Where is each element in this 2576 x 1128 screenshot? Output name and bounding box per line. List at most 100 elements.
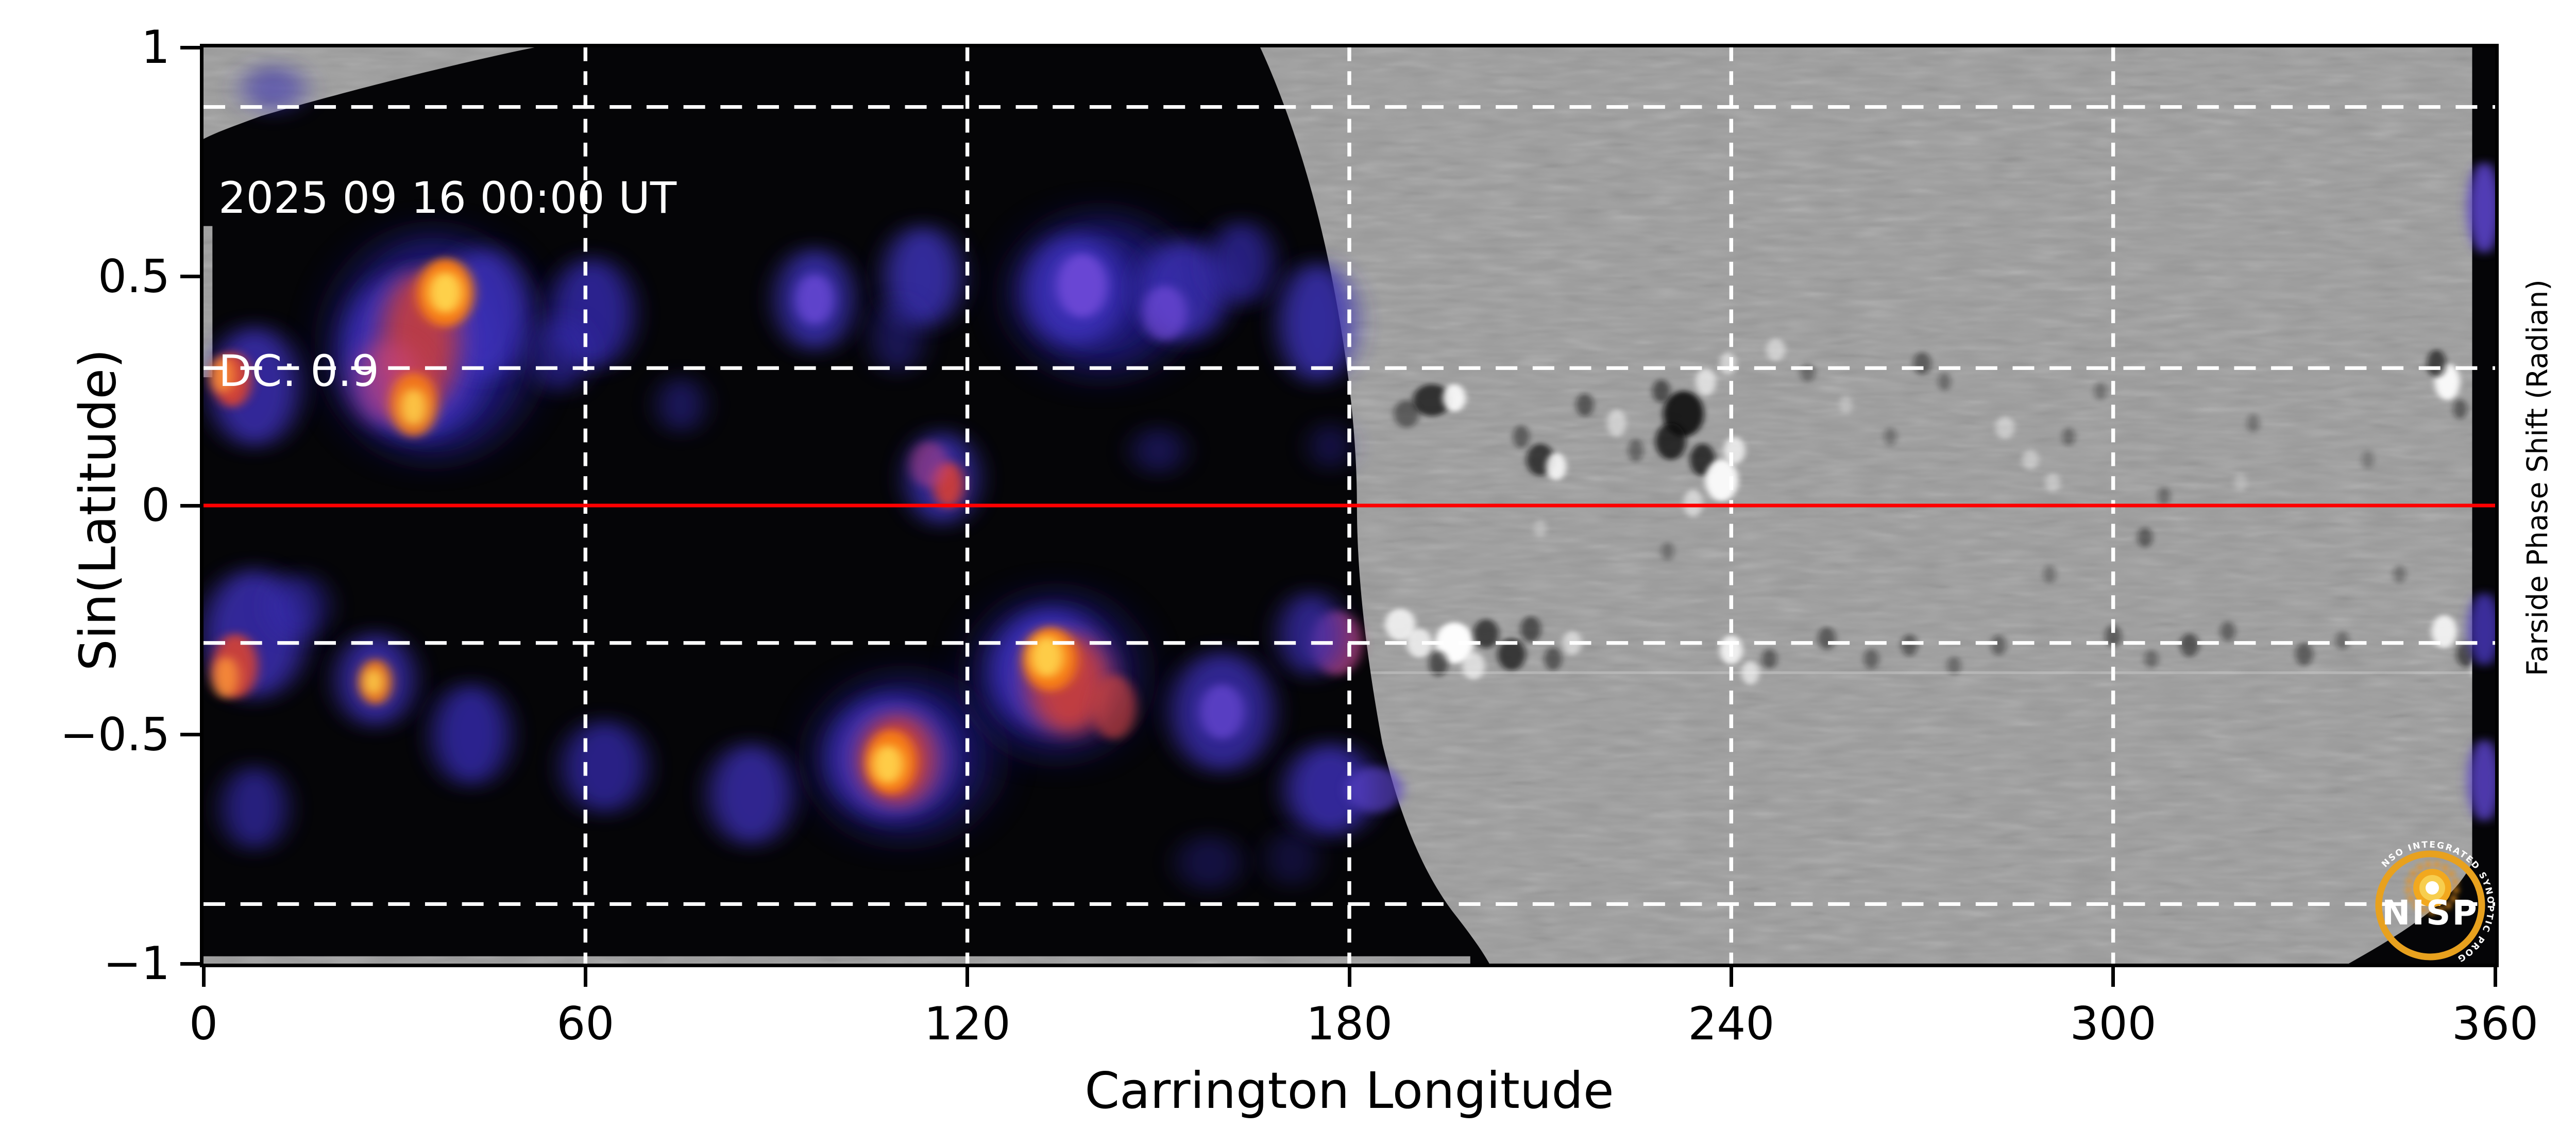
x-tick-label: 300 [2070,997,2157,1050]
magnetogram-speck [1683,489,1703,517]
magnetogram-speck [2234,473,2247,492]
farside-blob [401,389,427,426]
magnetogram-speck [1429,650,1448,677]
magnetogram-streak [1368,671,2472,675]
y-tick-mark [180,962,200,966]
farside-blob [213,656,239,698]
magnetogram-speck [2045,473,2061,492]
magnetogram-speck [2144,650,2159,668]
farside-blob [1142,285,1187,341]
y-tick-label: −1 [103,937,170,990]
magnetogram-speck [1741,661,1759,685]
magnetogram-speck [1406,628,1432,658]
magnetogram-speck [2335,631,2350,650]
magnetogram-speck [2427,349,2446,378]
farside-blob [658,377,703,432]
annotation: 2025 09 16 00:00 UT DC: 0.9 [218,54,676,515]
y-tick-label: −0.5 [60,708,170,761]
magnetogram-speck [2180,633,2199,658]
farside-blob [2467,739,2495,822]
magnetogram-speck [1513,425,1530,448]
farside-blob [429,272,462,313]
x-tick-mark [2111,967,2115,987]
magnetogram-speck [2393,565,2406,584]
magnetogram-speck [1534,519,1547,538]
nisp-logo: NSO INTEGRATED SYNOPTIC PROGRAM NISP [2366,841,2495,964]
magnetogram-speck [1947,656,1961,675]
x-tick-label: 180 [1306,997,1393,1050]
magnetogram-speck [1839,395,1853,414]
magnetogram-speck [1497,638,1526,671]
magnetogram-speck [1901,634,1918,656]
magnetogram-speck [1884,427,1897,446]
magnetogram-speck [1520,616,1541,642]
magnetogram-speck [1995,416,2015,440]
magnetogram-speck [2022,449,2039,470]
x-tick-mark [1729,967,1733,987]
logo-wordmark: NISP [2382,893,2479,933]
magnetogram-speck [1818,627,1836,650]
magnetogram-speck [2247,414,2260,432]
farside-blob [1279,262,1356,382]
farside-blob [1132,427,1184,474]
magnetogram-speck [1705,460,1738,501]
magnetogram-speck [1655,423,1686,460]
magnetogram-speck [2295,643,2313,666]
y-tick-label: 1 [141,21,170,74]
magnetogram-speck [1863,649,1879,669]
farside-blobs [204,65,2495,890]
farside-blob [795,274,834,325]
magnetogram-speck [1696,368,1716,396]
farside-blob [432,684,510,785]
magnetogram-speck [1913,352,1931,375]
magnetogram-speck [2158,487,2171,506]
magnetogram-speck [1413,384,1451,416]
farside-blob [1030,636,1064,678]
farside-blob [910,441,948,487]
y-tick-mark [180,45,200,49]
farside-blob [1346,766,1404,813]
magnetogram-speck [1443,384,1466,412]
magnetogram-speck [2105,625,2122,647]
farside-blob [1056,254,1108,318]
magnetogram-speck [1435,622,1473,664]
y-tick-mark [180,503,200,508]
farside-blob [709,744,792,845]
y-tick-mark [180,275,200,278]
farside-blob [872,745,903,784]
magnetogram-speck [1394,400,1419,428]
solar-map-canvas [204,47,2495,964]
magnetogram-speck [2361,450,2375,469]
x-tick-mark [201,967,206,987]
farside-blob [1266,831,1318,886]
x-tick-label: 60 [556,997,615,1050]
farside-blob [563,720,646,813]
x-tick-label: 360 [2452,997,2538,1050]
magnetogram-speck [1991,635,2007,655]
farside-blob [270,574,328,638]
x-tick-mark [1347,967,1351,987]
magnetogram-speck [1723,436,1745,464]
magnetogram-speck [1800,363,1816,382]
farside-colorbar-label: Farside Phase Shift (Radian) [2521,279,2554,676]
x-axis-label: Carrington Longitude [1084,1062,1614,1120]
farside-blob [223,766,286,849]
magnetogram-speck [1766,338,1786,361]
x-tick-label: 240 [1688,997,1775,1050]
annotation-duty-cycle: DC: 0.9 [218,346,379,396]
magnetogram-speck [1761,649,1777,669]
farside-blob [364,669,383,695]
magnetogram-speck [1575,393,1594,416]
farside-blob [1177,835,1241,890]
farside-blob [2467,592,2495,666]
x-tick-mark [583,967,587,987]
x-tick-label: 120 [924,997,1011,1050]
magnetogram-speck [1544,647,1562,671]
farside-blob [1279,592,1343,675]
magnetogram-speck [2062,427,2075,446]
farside-blob [211,357,234,394]
magnetogram-speck [2453,399,2467,419]
magnetogram-speck [1661,542,1674,561]
magnetogram-speck [2431,615,2457,648]
